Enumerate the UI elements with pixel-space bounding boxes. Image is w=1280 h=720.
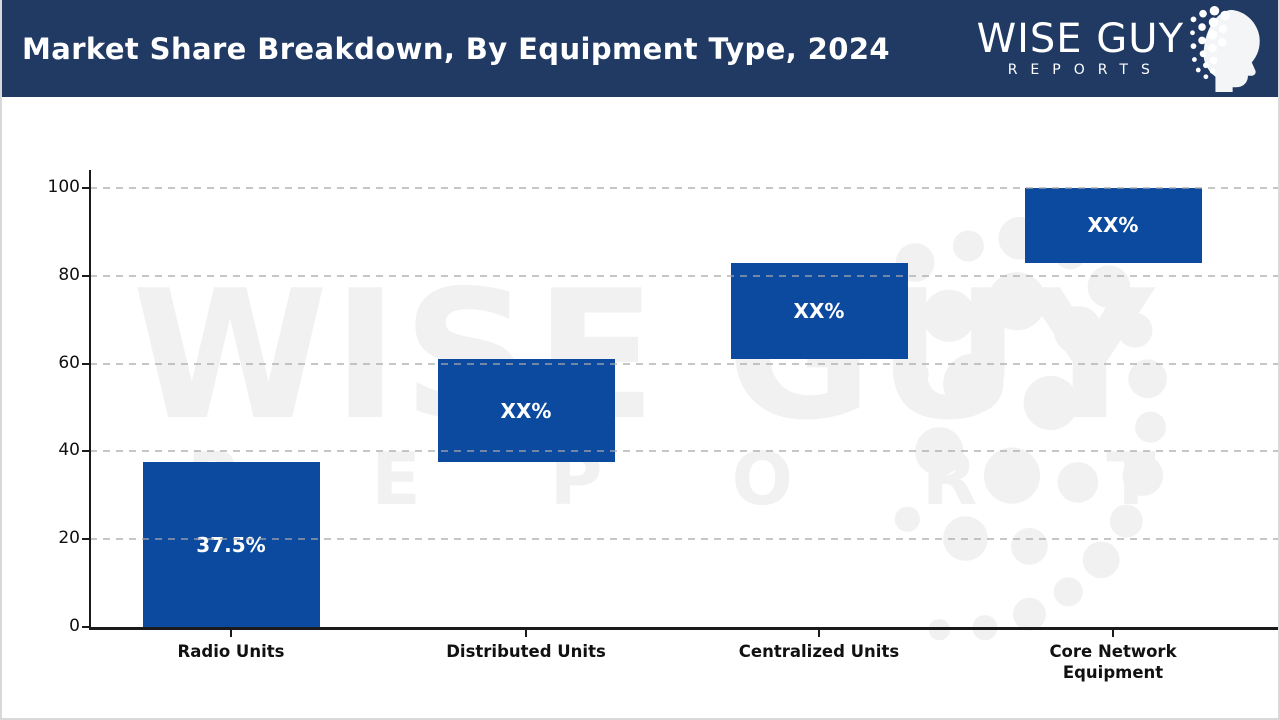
bar-core-network-equipment: XX% [1024,188,1202,263]
logo-brand-name: WISE GUY [976,16,1184,62]
bar-distributed-units: XX% [437,359,615,463]
bar-value-label: 37.5% [196,532,266,557]
x-category-label-3: Core Network Equipment [1049,642,1177,682]
y-tick-label-80: 80 [58,264,80,285]
x-axis-line [89,627,1278,630]
x-tick-0 [230,630,232,637]
bar-value-label: XX% [793,298,845,323]
y-tick-label-20: 20 [58,528,80,549]
wise-guy-reports-logo: WISE GUY REPORTS [977,5,1264,92]
y-tick-40 [82,450,89,453]
y-tick-label-40: 40 [58,440,80,461]
chart-title: Market Share Breakdown, By Equipment Typ… [22,31,890,66]
y-axis-line [89,170,91,630]
x-category-label-1: Distributed Units [446,642,606,661]
x-tick-1 [525,630,527,637]
gridline-y-60 [90,362,1278,365]
x-category-label-0: Radio Units [177,642,285,661]
bar-radio-units: 37.5% [142,462,320,627]
x-tick-2 [818,630,820,637]
gridline-y-80 [90,274,1278,277]
y-tick-label-0: 0 [69,616,80,636]
gridline-y-40 [90,450,1278,453]
y-tick-60 [82,362,89,365]
header-bar: Market Share Breakdown, By Equipment Typ… [2,0,1278,97]
bar-value-label: XX% [500,398,552,423]
y-tick-0 [82,626,89,628]
plot-area: WISE GUY R E P O R T S 0 20 40 60 80 100 37.5%… [2,97,1278,718]
y-tick-label-60: 60 [58,352,80,373]
y-tick-20 [82,538,89,541]
y-tick-80 [82,274,89,277]
logo-brand-subtitle: REPORTS [1007,62,1163,78]
gridline-y-100 [90,187,1278,189]
y-tick-100 [82,187,89,189]
x-category-label-2: Centralized Units [738,642,900,661]
logo-text: WISE GUY REPORTS [977,19,1184,78]
bar-value-label: XX% [1087,213,1139,238]
y-tick-label-100: 100 [47,177,80,197]
bar-centralized-units: XX% [730,262,908,360]
logo-head-icon [1190,5,1260,92]
x-tick-3 [1112,630,1114,637]
gridline-y-20 [90,538,1278,541]
